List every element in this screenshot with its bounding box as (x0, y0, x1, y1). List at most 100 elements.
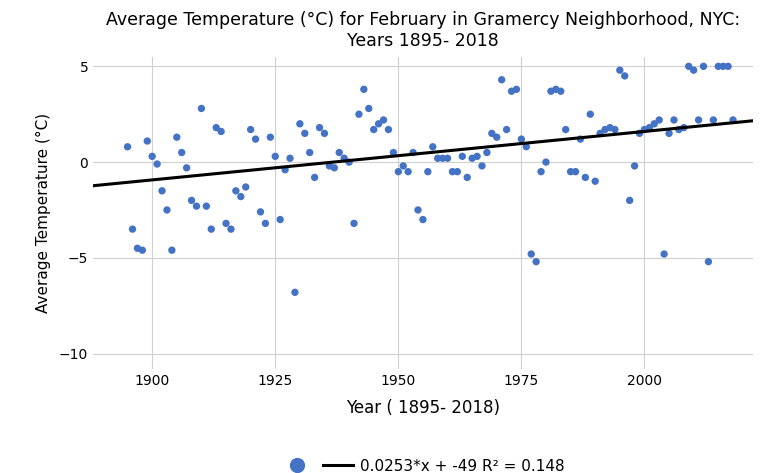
Point (446, 168, 459, 175)
Point (185, 197, 198, 204)
Point (338, 155, 351, 162)
Point (648, 120, 660, 128)
Point (436, 155, 449, 162)
Point (535, 168, 547, 175)
Point (495, 76, 508, 84)
Point (486, 130, 498, 137)
Point (668, 116, 681, 124)
Point (540, 158, 553, 166)
Point (210, 124, 223, 131)
Point (442, 155, 454, 162)
Point (608, 126, 621, 133)
Point (121, 143, 133, 150)
Point (264, 133, 276, 141)
Point (402, 168, 414, 175)
Point (225, 225, 237, 233)
Point (333, 149, 345, 156)
Point (421, 168, 434, 175)
Point (476, 162, 488, 170)
Point (240, 183, 252, 191)
Point (397, 162, 410, 170)
Point (293, 120, 306, 128)
Point (555, 88, 567, 95)
Point (234, 193, 247, 201)
Point (618, 72, 631, 79)
Point (368, 126, 380, 133)
Point (623, 197, 636, 204)
Point (677, 124, 690, 131)
Point (717, 62, 729, 70)
Point (314, 124, 326, 131)
Point (362, 105, 375, 112)
Title: Average Temperature (°C) for February in Gramercy Neighborhood, NYC:
Years 1895-: Average Temperature (°C) for February in… (106, 11, 740, 50)
Point (727, 116, 740, 124)
Point (574, 135, 587, 143)
Point (146, 153, 158, 160)
Point (372, 120, 385, 128)
Point (190, 202, 203, 210)
Point (220, 219, 232, 227)
Point (196, 105, 208, 112)
Point (377, 116, 390, 124)
Point (289, 289, 301, 296)
Point (599, 126, 611, 133)
Point (284, 155, 296, 162)
Point (525, 250, 538, 258)
Y-axis label: Average Temperature (°C): Average Temperature (°C) (36, 113, 50, 313)
Point (200, 202, 213, 210)
Point (249, 135, 262, 143)
Point (343, 158, 355, 166)
Point (658, 250, 670, 258)
Point (181, 164, 193, 172)
X-axis label: Year ( 1895- 2018): Year ( 1895- 2018) (346, 399, 500, 417)
Point (205, 225, 217, 233)
Point (559, 126, 572, 133)
Legend: , 0.0253*x + -49 R² = 0.148: , 0.0253*x + -49 R² = 0.148 (275, 453, 570, 473)
Point (545, 88, 557, 95)
Point (171, 133, 183, 141)
Point (417, 216, 429, 223)
Point (165, 246, 178, 254)
Point (259, 219, 272, 227)
Point (318, 130, 331, 137)
Point (505, 88, 518, 95)
Point (353, 110, 365, 118)
Point (702, 258, 715, 265)
Point (629, 162, 641, 170)
Point (570, 168, 582, 175)
Point (126, 225, 139, 233)
Point (633, 130, 646, 137)
Point (299, 130, 311, 137)
Point (511, 86, 523, 93)
Point (584, 110, 597, 118)
Point (501, 126, 513, 133)
Point (614, 66, 626, 74)
Point (303, 149, 316, 156)
Point (456, 153, 469, 160)
Point (643, 124, 656, 131)
Point (269, 153, 282, 160)
Point (230, 187, 242, 194)
Point (683, 62, 695, 70)
Point (383, 126, 395, 133)
Point (274, 216, 286, 223)
Point (530, 258, 542, 265)
Point (707, 116, 719, 124)
Point (215, 128, 227, 135)
Point (471, 153, 483, 160)
Point (480, 149, 493, 156)
Point (141, 137, 154, 145)
Point (156, 187, 168, 194)
Point (244, 126, 257, 133)
Point (407, 149, 419, 156)
Point (638, 126, 650, 133)
Point (323, 162, 335, 170)
Point (131, 245, 144, 252)
Point (451, 168, 463, 175)
Point (673, 126, 685, 133)
Point (564, 168, 577, 175)
Point (431, 155, 444, 162)
Point (328, 164, 341, 172)
Point (589, 177, 601, 185)
Point (136, 246, 148, 254)
